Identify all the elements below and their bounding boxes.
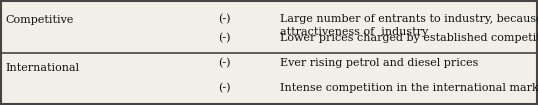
Text: Intense competition in the international market.: Intense competition in the international…	[280, 83, 538, 93]
Text: Large number of entrants to industry, because of
attractiveness of  industry: Large number of entrants to industry, be…	[280, 14, 538, 37]
Text: Ever rising petrol and diesel prices: Ever rising petrol and diesel prices	[280, 58, 478, 68]
Text: Competitive: Competitive	[5, 15, 73, 25]
Text: (-): (-)	[218, 14, 230, 24]
Text: (-): (-)	[218, 33, 230, 43]
Text: (-): (-)	[218, 83, 230, 93]
Text: (-): (-)	[218, 58, 230, 68]
Text: International: International	[5, 63, 79, 73]
Text: Lower prices charged by established competitors: Lower prices charged by established comp…	[280, 33, 538, 43]
